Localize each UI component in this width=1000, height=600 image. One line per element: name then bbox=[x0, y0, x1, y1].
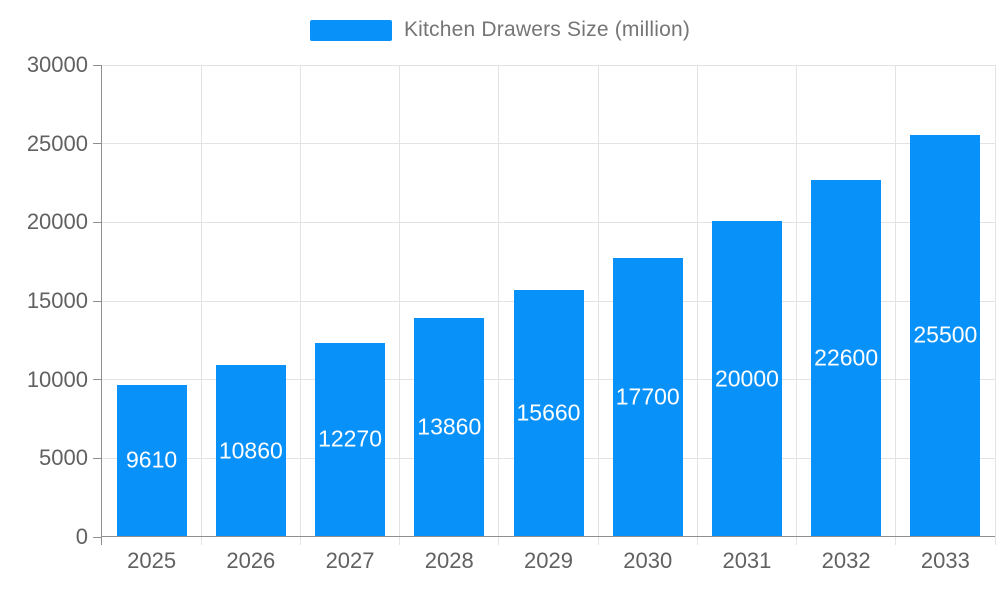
bar: 20000 bbox=[711, 221, 782, 536]
bar: 13860 bbox=[414, 317, 485, 536]
bar: 9610 bbox=[116, 384, 187, 536]
bar-value-label: 25500 bbox=[913, 321, 978, 348]
y-tick-mark bbox=[93, 300, 101, 302]
category-gridline bbox=[696, 65, 698, 545]
category-gridline bbox=[299, 65, 301, 545]
y-tick-mark bbox=[93, 536, 101, 538]
bar-value-label: 10860 bbox=[218, 437, 283, 464]
y-tick-mark bbox=[93, 221, 101, 223]
x-tick-label: 2032 bbox=[821, 548, 871, 573]
x-tick-label: 2029 bbox=[524, 548, 573, 573]
y-tick-mark bbox=[93, 457, 101, 459]
bar: 25500 bbox=[910, 134, 981, 536]
bar-value-label: 22600 bbox=[814, 344, 879, 371]
bar-value-label: 20000 bbox=[714, 365, 779, 392]
y-axis-line bbox=[101, 65, 102, 545]
legend-swatch bbox=[309, 19, 392, 41]
x-tick-label: 2033 bbox=[920, 548, 970, 573]
bar: 15660 bbox=[513, 289, 584, 536]
y-tick-label: 0 bbox=[75, 524, 88, 549]
y-tick-label: 25000 bbox=[26, 130, 88, 156]
bar-value-label: 15660 bbox=[516, 399, 581, 426]
legend[interactable]: Kitchen Drawers Size (million) bbox=[0, 18, 1000, 42]
x-tick-label: 2031 bbox=[722, 548, 772, 573]
category-gridline bbox=[399, 65, 401, 545]
y-tick-mark bbox=[93, 64, 101, 66]
x-tick-label: 2026 bbox=[226, 548, 276, 573]
y-gridline bbox=[102, 64, 995, 66]
x-tick-label: 2025 bbox=[127, 548, 177, 573]
y-tick-mark bbox=[93, 143, 101, 145]
bar: 10860 bbox=[215, 365, 286, 536]
x-axis-line bbox=[102, 536, 995, 537]
plot-area: 0 5000 10000 15000 20000 25000 30000 9610 2025 10… bbox=[27, 52, 996, 573]
bar-value-label: 12270 bbox=[318, 425, 383, 452]
bar-value-label: 9610 bbox=[126, 446, 178, 473]
bar-value-label: 13860 bbox=[417, 413, 482, 440]
category-gridline bbox=[994, 65, 996, 545]
y-tick-label: 10000 bbox=[26, 366, 88, 392]
y-tick-label: 30000 bbox=[26, 52, 88, 77]
category-gridline bbox=[796, 65, 798, 545]
y-gridline bbox=[102, 143, 995, 145]
bar: 12270 bbox=[315, 342, 386, 536]
category-gridline bbox=[597, 65, 599, 545]
category-gridline bbox=[498, 65, 500, 545]
y-tick-label: 15000 bbox=[26, 288, 88, 313]
x-tick-label: 2028 bbox=[424, 548, 474, 573]
y-gridline bbox=[102, 221, 995, 223]
x-tick-label: 2027 bbox=[325, 548, 375, 573]
y-tick-mark bbox=[93, 379, 101, 381]
bar-value-label: 17700 bbox=[615, 383, 680, 410]
category-gridline bbox=[200, 65, 202, 545]
y-tick-label: 20000 bbox=[26, 209, 88, 235]
x-tick-label: 2030 bbox=[623, 548, 673, 573]
bar: 17700 bbox=[612, 257, 683, 536]
y-tick-label: 5000 bbox=[39, 445, 88, 471]
bar: 22600 bbox=[811, 180, 882, 536]
legend-label: Kitchen Drawers Size (million) bbox=[403, 18, 691, 41]
category-gridline bbox=[895, 65, 897, 545]
